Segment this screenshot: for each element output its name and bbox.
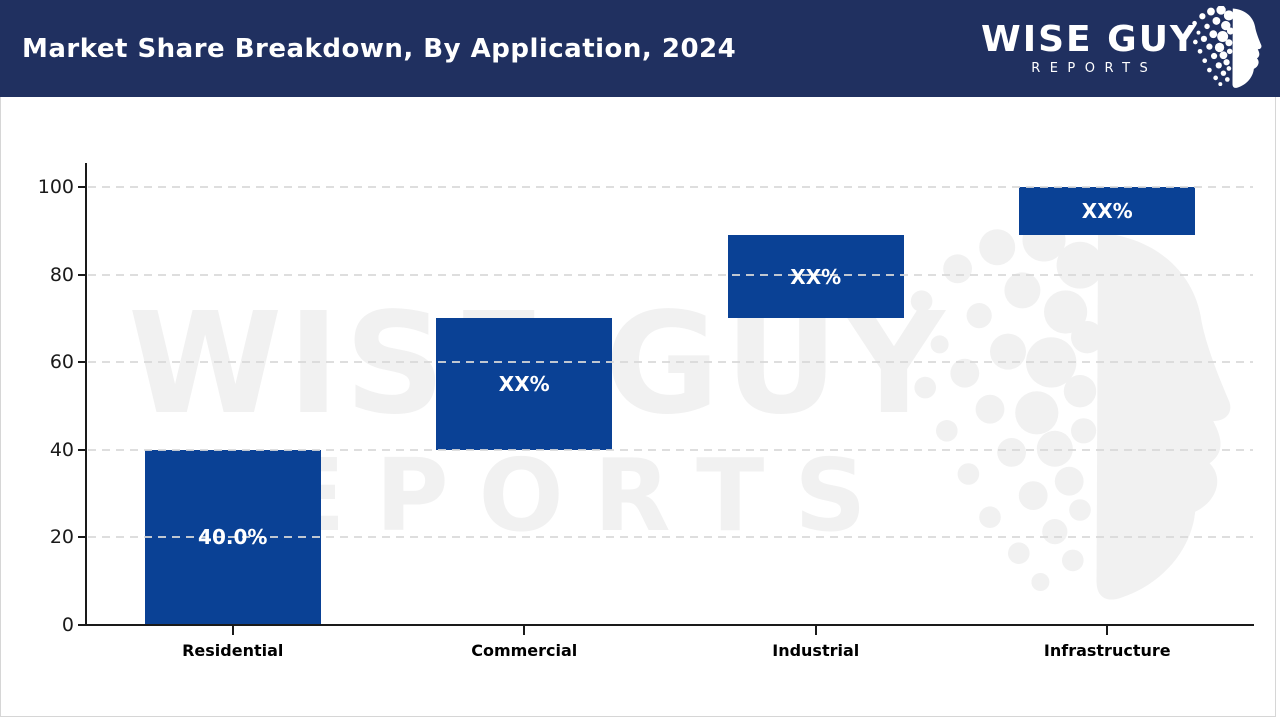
x-category-label: Residential — [182, 641, 284, 660]
bar-value-label: XX% — [1081, 199, 1133, 224]
x-tick-commercial — [523, 626, 526, 635]
y-tick-80 — [78, 273, 86, 276]
y-tick-label: 40 — [49, 438, 74, 461]
bar-infrastructure — [1019, 187, 1196, 236]
page-title: Market Share Breakdown, By Application, … — [22, 33, 737, 64]
wise-guy-reports-logo: WISE GUY REPORTS — [981, 6, 1264, 92]
y-tick-label: 100 — [37, 176, 74, 198]
logo-wordmark: WISE GUY — [980, 19, 1198, 61]
y-axis-line — [85, 163, 87, 626]
x-tick-infrastructure — [1106, 626, 1109, 635]
watermark-face-dots-icon — [878, 222, 1246, 618]
y-tick-60 — [78, 361, 86, 364]
bar-value-label: 40.0% — [198, 525, 268, 550]
logo-text: WISE GUY REPORTS — [981, 21, 1198, 76]
y-gridline-80 — [88, 273, 1253, 276]
x-category-label: Infrastructure — [1043, 641, 1171, 660]
logo-subtitle: REPORTS — [1031, 60, 1158, 76]
y-tick-label: 0 — [61, 614, 74, 636]
y-tick-label: 80 — [49, 263, 74, 286]
bar-value-label: XX% — [498, 372, 550, 397]
bar-commercial — [436, 318, 613, 450]
y-tick-40 — [78, 448, 86, 451]
header-bar: Market Share Breakdown, By Application, … — [0, 0, 1280, 97]
x-tick-residential — [231, 626, 234, 635]
y-tick-20 — [78, 536, 86, 539]
x-category-label: Industrial — [772, 641, 860, 660]
y-tick-label: 60 — [49, 351, 74, 374]
y-gridline-20 — [88, 536, 1253, 539]
y-gridline-60 — [88, 361, 1253, 364]
bar-value-label: XX% — [790, 264, 842, 289]
y-tick-100 — [78, 186, 86, 188]
bar-industrial — [727, 235, 904, 319]
face-profile-dots-icon — [1186, 6, 1264, 92]
x-axis-line — [85, 624, 1254, 626]
y-tick-label: 20 — [49, 526, 74, 549]
y-tick-0 — [78, 624, 86, 626]
x-category-label: Commercial — [471, 641, 578, 660]
y-gridline-100 — [88, 186, 1253, 188]
x-tick-industrial — [814, 626, 817, 635]
y-gridline-40 — [88, 448, 1253, 451]
